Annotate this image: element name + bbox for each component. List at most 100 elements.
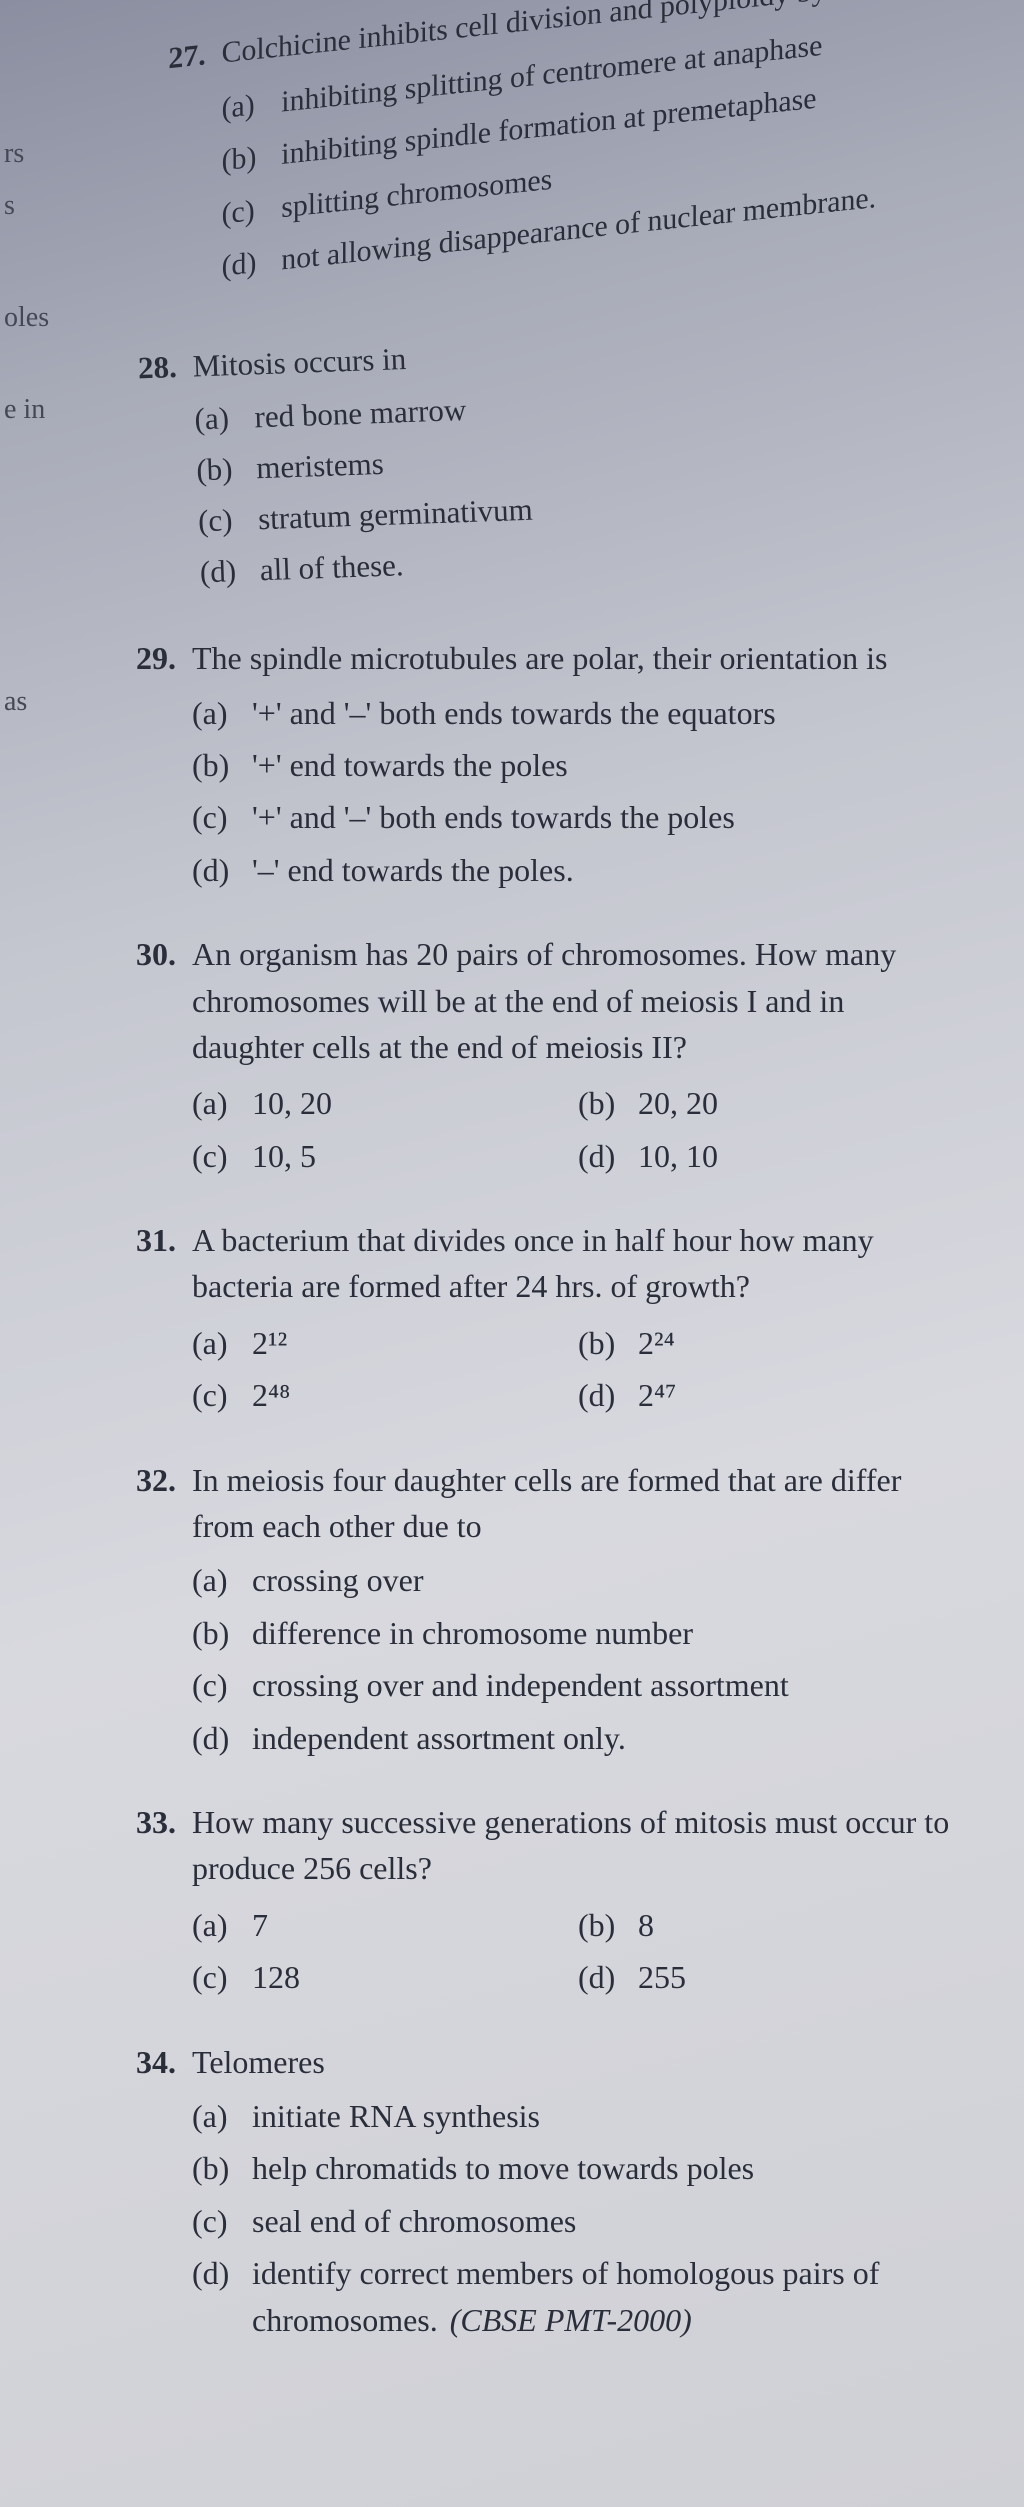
question-32: 32. In meiosis four daughter cells are f… [120, 1457, 964, 1761]
question-30: 30. An organism has 20 pairs of chromoso… [120, 931, 964, 1179]
option-text: 8 [638, 1902, 964, 1948]
option-d: (d)independent assortment only. [192, 1715, 964, 1761]
question-28: 28. Mitosis occurs in (a)red bone marrow… [120, 317, 972, 597]
option-label: (c) [192, 1954, 252, 2000]
question-number: 28. [120, 344, 194, 391]
option-c: (c)10, 5 [192, 1133, 578, 1179]
option-label: (c) [192, 2198, 252, 2244]
option-label: (a) [192, 1080, 252, 1126]
option-text: identify correct members of homologous p… [252, 2250, 964, 2343]
question-body: The spindle microtubules are polar, thei… [192, 635, 964, 893]
option-text: initiate RNA synthesis [252, 2093, 964, 2139]
edge-text: rs [0, 138, 60, 170]
option-label: (d) [222, 237, 282, 290]
option-b: (b)8 [578, 1902, 964, 1948]
question-27: 27. Colchicine inhibits cell division an… [150, 0, 960, 298]
option-text: 2²⁴ [638, 1320, 964, 1366]
option-a: (a)7 [192, 1902, 578, 1948]
question-body: An organism has 20 pairs of chromosomes.… [192, 931, 964, 1179]
question-number: 32. [120, 1457, 192, 1503]
option-text: 2⁴⁷ [638, 1372, 964, 1418]
option-c: (c)seal end of chromosomes [192, 2198, 964, 2244]
option-label: (d) [192, 1715, 252, 1761]
option-text: seal end of chromosomes [252, 2198, 964, 2244]
option-text: '–' end towards the poles. [252, 847, 964, 893]
question-number: 29. [120, 635, 192, 681]
options: (a)2¹² (b)2²⁴ (c)2⁴⁸ (d)2⁴⁷ [192, 1320, 964, 1419]
question-33: 33. How many successive generations of m… [120, 1799, 964, 2001]
option-label: (b) [222, 132, 282, 185]
option-c: (c)128 [192, 1954, 578, 2000]
option-label: (d) [199, 548, 261, 595]
option-label: (c) [192, 1372, 252, 1418]
option-b: (b)'+' end towards the poles [192, 742, 964, 788]
option-a: (a)initiate RNA synthesis [192, 2093, 964, 2139]
option-a: (a)crossing over [192, 1557, 964, 1603]
question-number: 30. [120, 931, 192, 977]
option-text: crossing over [252, 1557, 964, 1603]
question-34: 34. Telomeres (a)initiate RNA synthesis … [120, 2039, 964, 2343]
option-text: 20, 20 [638, 1080, 964, 1126]
question-stem: A bacterium that divides once in half ho… [192, 1217, 964, 1310]
option-label: (b) [578, 1080, 638, 1126]
option-b: (b)20, 20 [578, 1080, 964, 1126]
page-content: 27. Colchicine inhibits cell division an… [0, 38, 1024, 2403]
option-label: (a) [192, 2093, 252, 2139]
option-text: 10, 5 [252, 1133, 578, 1179]
option-d: (d)2⁴⁷ [578, 1372, 964, 1418]
option-label: (a) [222, 79, 282, 132]
option-text: crossing over and independent assortment [252, 1662, 964, 1708]
option-b: (b)difference in chromosome number [192, 1610, 964, 1656]
question-body: In meiosis four daughter cells are forme… [192, 1457, 964, 1761]
option-d: (d)255 [578, 1954, 964, 2000]
option-label: (b) [578, 1320, 638, 1366]
question-stem: An organism has 20 pairs of chromosomes.… [192, 931, 964, 1070]
question-31: 31. A bacterium that divides once in hal… [120, 1217, 964, 1419]
option-label: (d) [192, 847, 252, 893]
question-stem: In meiosis four daughter cells are forme… [192, 1457, 964, 1550]
option-label: (b) [578, 1902, 638, 1948]
option-c: (c)2⁴⁸ [192, 1372, 578, 1418]
option-text: 2⁴⁸ [252, 1372, 578, 1418]
option-text: 2¹² [252, 1320, 578, 1366]
options: (a)7 (b)8 (c)128 (d)255 [192, 1902, 964, 2001]
option-label: (a) [192, 1557, 252, 1603]
option-b: (b)help chromatids to move towards poles [192, 2145, 964, 2191]
option-a: (a)2¹² [192, 1320, 578, 1366]
option-b: (b)2²⁴ [578, 1320, 964, 1366]
option-label: (c) [197, 497, 259, 544]
options: (a)10, 20 (b)20, 20 (c)10, 5 (d)10, 10 [192, 1080, 964, 1179]
option-label: (d) [578, 1133, 638, 1179]
option-d: (d)10, 10 [578, 1133, 964, 1179]
question-number: 34. [120, 2039, 192, 2085]
edge-text: as [0, 686, 60, 718]
options: (a)'+' and '–' both ends towards the equ… [192, 690, 964, 894]
question-source: (CBSE PMT-2000) [450, 2302, 692, 2338]
option-label: (d) [578, 1372, 638, 1418]
edge-text: oles [0, 302, 60, 334]
option-d: (d)'–' end towards the poles. [192, 847, 964, 893]
question-body: A bacterium that divides once in half ho… [192, 1217, 964, 1419]
option-label: (a) [192, 690, 252, 736]
option-text: 128 [252, 1954, 578, 2000]
option-c: (c)'+' and '–' both ends towards the pol… [192, 794, 964, 840]
options: (a)initiate RNA synthesis (b)help chroma… [192, 2093, 964, 2343]
options: (a)crossing over (b)difference in chromo… [192, 1557, 964, 1761]
option-label: (c) [222, 185, 282, 238]
option-d: (d)identify correct members of homologou… [192, 2250, 964, 2343]
option-a: (a)'+' and '–' both ends towards the equ… [192, 690, 964, 736]
option-label: (a) [194, 395, 256, 442]
option-label: (b) [192, 2145, 252, 2191]
option-text: help chromatids to move towards poles [252, 2145, 964, 2191]
question-29: 29. The spindle microtubules are polar, … [120, 635, 964, 893]
question-body: Colchicine inhibits cell division and po… [222, 0, 960, 290]
question-stem: Telomeres [192, 2039, 964, 2085]
question-number: 31. [120, 1217, 192, 1263]
option-label: (c) [192, 1662, 252, 1708]
option-text: 10, 20 [252, 1080, 578, 1126]
option-text: '+' and '–' both ends towards the poles [252, 794, 964, 840]
options: (a)red bone marrow (b)meristems (c)strat… [194, 370, 972, 595]
question-stem: How many successive generations of mitos… [192, 1799, 964, 1892]
option-text: 10, 10 [638, 1133, 964, 1179]
question-number: 27. [150, 30, 222, 84]
